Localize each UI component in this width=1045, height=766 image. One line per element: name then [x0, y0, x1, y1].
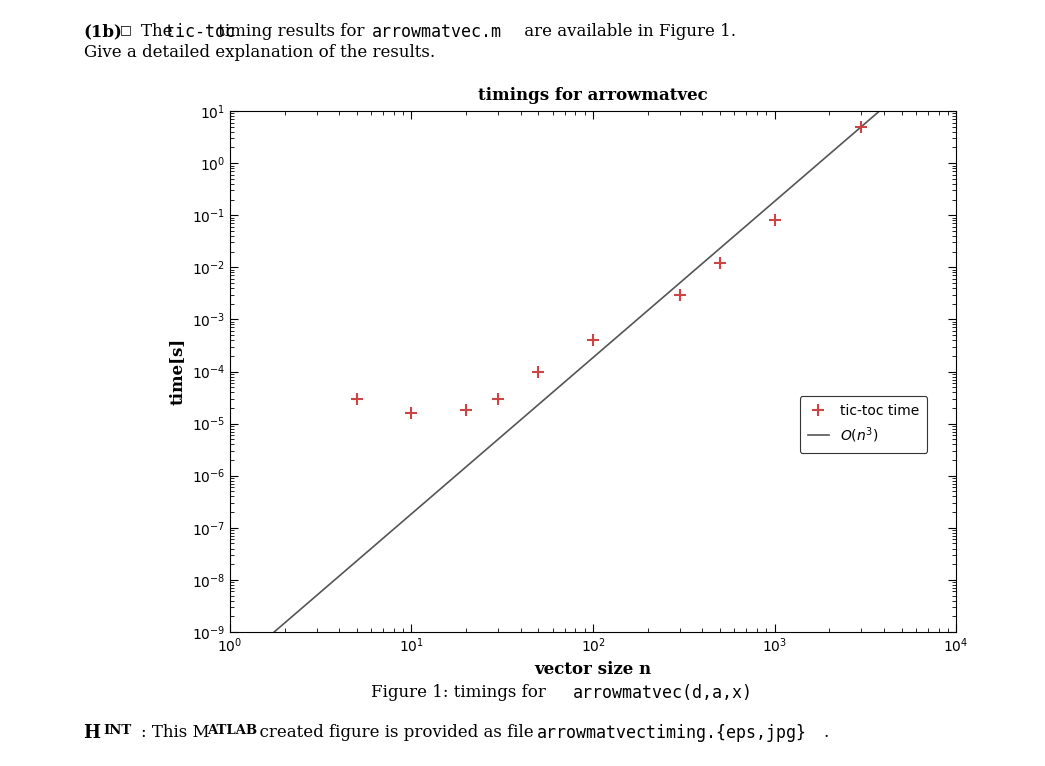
Text: The: The	[141, 23, 178, 40]
Legend: tic-toc time, $O(n^3)$: tic-toc time, $O(n^3)$	[799, 396, 928, 453]
Text: tic-toc: tic-toc	[165, 23, 235, 41]
X-axis label: vector size n: vector size n	[534, 661, 652, 678]
Title: timings for arrowmatvec: timings for arrowmatvec	[479, 87, 707, 104]
Text: : This M: : This M	[141, 724, 210, 741]
Text: Figure 1: timings for: Figure 1: timings for	[371, 684, 551, 701]
Text: .: .	[823, 724, 829, 741]
Text: H: H	[84, 724, 100, 741]
Text: timing results for: timing results for	[213, 23, 370, 40]
Text: (1b): (1b)	[84, 23, 122, 40]
Text: arrowmatvectiming.{eps,jpg}: arrowmatvectiming.{eps,jpg}	[537, 724, 807, 741]
Text: Give a detailed explanation of the results.: Give a detailed explanation of the resul…	[84, 44, 435, 61]
Text: created figure is provided as file: created figure is provided as file	[249, 724, 538, 741]
Y-axis label: time[s]: time[s]	[169, 338, 186, 405]
Text: arrowmatvec(d,a,x): arrowmatvec(d,a,x)	[573, 684, 752, 702]
Text: □: □	[120, 23, 132, 36]
Text: INT: INT	[103, 724, 132, 737]
Text: are available in Figure 1.: are available in Figure 1.	[519, 23, 737, 40]
Text: arrowmatvec.m: arrowmatvec.m	[372, 23, 502, 41]
Text: ATLAB: ATLAB	[207, 724, 257, 737]
